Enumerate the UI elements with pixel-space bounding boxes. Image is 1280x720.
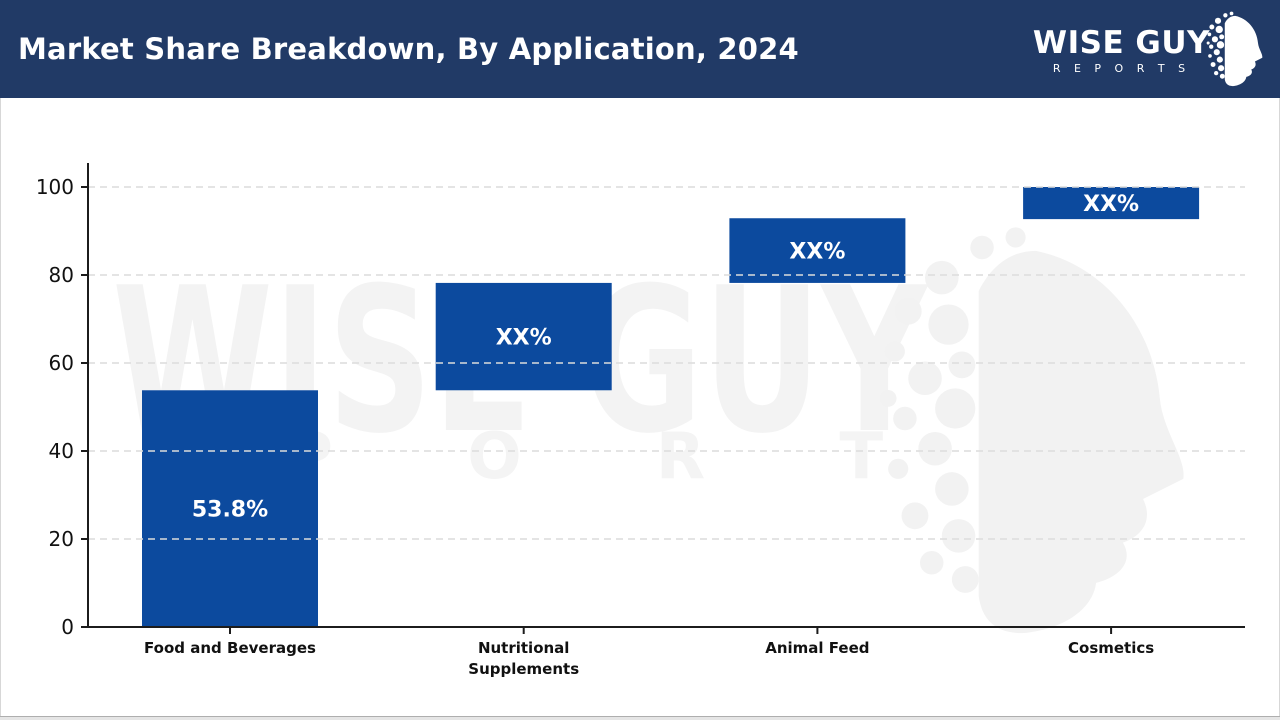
logo-wordmark: WISE GUY [1032, 24, 1210, 61]
header-bar: Market Share Breakdown, By Application, … [0, 0, 1280, 98]
bar-nutritional-supplements [435, 282, 612, 391]
y-tick-label: 100 [36, 175, 74, 199]
bar-food-and-beverages [142, 390, 318, 627]
y-tick-label: 40 [49, 439, 74, 463]
bar-value-label: XX% [1083, 192, 1139, 217]
bar-value-label: XX% [496, 326, 552, 351]
y-tick-label: 0 [61, 615, 74, 639]
bar-cosmetics [1023, 187, 1200, 220]
logo-subtitle: R E P O R T S [1052, 61, 1191, 75]
bar-value-label: XX% [789, 240, 845, 265]
x-tick-label: Animal Feed [765, 639, 869, 657]
x-tick-label: Nutritional Supplements [468, 639, 579, 678]
bottom-border-strip [0, 716, 1280, 720]
x-tick-label: Cosmetics [1068, 639, 1154, 657]
bar-value-label: 53.8% [192, 498, 268, 523]
y-tick-label: 20 [49, 527, 74, 551]
bar-animal-feed [729, 218, 906, 283]
x-tick-label: Food and Beverages [144, 639, 316, 657]
chart-title: Market Share Breakdown, By Application, … [18, 32, 799, 66]
wise-guy-reports-logo: WISE GUY R E P O R T S [1033, 11, 1266, 91]
y-tick-label: 80 [49, 263, 74, 287]
left-border [0, 98, 1, 720]
y-tick-label: 60 [49, 351, 74, 375]
